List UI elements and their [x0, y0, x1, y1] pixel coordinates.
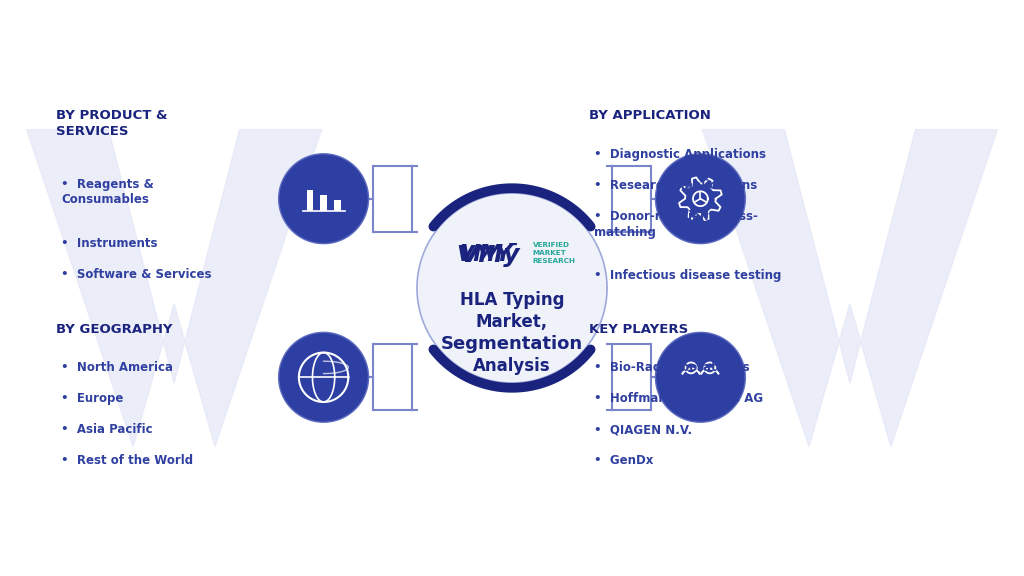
Text: •  Asia Pacific: • Asia Pacific — [61, 423, 153, 437]
Text: •  Research Applications: • Research Applications — [594, 179, 757, 192]
Polygon shape — [702, 130, 997, 446]
Text: •  Diagnostic Applications: • Diagnostic Applications — [594, 148, 766, 161]
Text: •  Europe: • Europe — [61, 392, 124, 406]
Text: •  Bio-Rad Laboratories: • Bio-Rad Laboratories — [594, 361, 750, 374]
Text: BY APPLICATION: BY APPLICATION — [589, 109, 711, 123]
Text: KEY PLAYERS: KEY PLAYERS — [589, 323, 688, 336]
Text: BY GEOGRAPHY: BY GEOGRAPHY — [56, 323, 173, 336]
Text: VERIFIED
MARKET
RESEARCH: VERIFIED MARKET RESEARCH — [532, 242, 575, 264]
Text: •  GenDx: • GenDx — [594, 454, 653, 468]
Ellipse shape — [279, 154, 369, 244]
Bar — [306, 190, 313, 211]
Bar — [321, 195, 327, 211]
Ellipse shape — [417, 193, 607, 383]
Text: •  Rest of the World: • Rest of the World — [61, 454, 194, 468]
Ellipse shape — [655, 332, 745, 422]
Text: •  Instruments: • Instruments — [61, 237, 158, 250]
Text: BY PRODUCT &
SERVICES: BY PRODUCT & SERVICES — [56, 109, 168, 138]
Text: VMY: VMY — [457, 245, 512, 264]
Text: VMȳ: VMȳ — [459, 242, 520, 267]
Text: HLA Typing: HLA Typing — [460, 291, 564, 309]
Bar — [334, 200, 341, 211]
Ellipse shape — [279, 332, 369, 422]
Text: Market,: Market, — [476, 313, 548, 331]
Text: •  Donor-recipient cross-
matching: • Donor-recipient cross- matching — [594, 210, 758, 238]
Text: •  Infectious disease testing: • Infectious disease testing — [594, 269, 781, 282]
Text: Segmentation: Segmentation — [441, 335, 583, 353]
Text: •  QIAGEN N.V.: • QIAGEN N.V. — [594, 423, 692, 437]
Text: Analysis: Analysis — [473, 357, 551, 374]
Ellipse shape — [655, 154, 745, 244]
Text: •  North America: • North America — [61, 361, 173, 374]
Text: •  Reagents &
Consumables: • Reagents & Consumables — [61, 178, 155, 206]
Text: •  Software & Services: • Software & Services — [61, 268, 212, 281]
Text: •  Hoffmann-La Roche AG: • Hoffmann-La Roche AG — [594, 392, 763, 406]
Polygon shape — [27, 130, 322, 446]
